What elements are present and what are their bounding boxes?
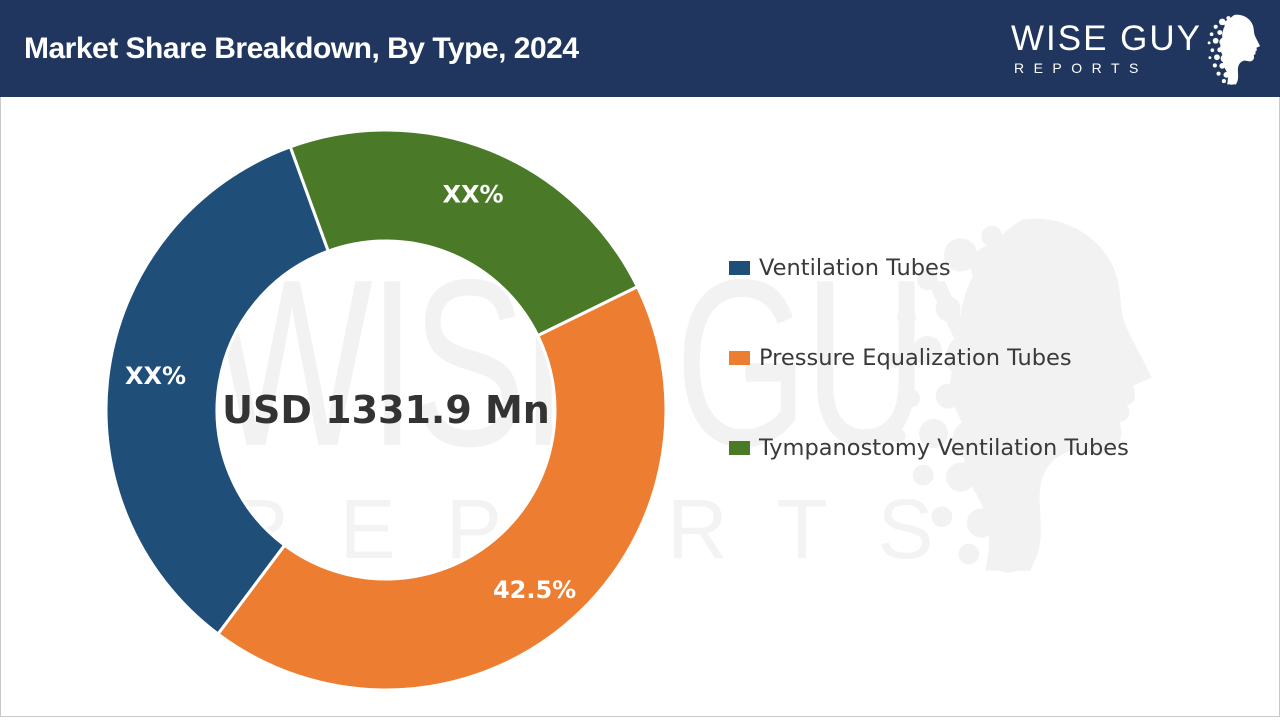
segment-percent-label: 42.5% <box>493 576 576 604</box>
logo-subtitle: REPORTS <box>1013 60 1148 76</box>
donut-segment-pressure-equalization-tubes <box>216 285 668 692</box>
legend-item: Ventilation Tubes <box>729 255 951 281</box>
chart-area: WISE GUY REPORTS XX%42.5%XX% USD 1331.9 … <box>0 97 1280 717</box>
logo-text: WISE GUY REPORTS <box>1011 21 1202 76</box>
legend-label: Ventilation Tubes <box>759 255 951 281</box>
chart-center-value: USD 1331.9 Mn <box>222 388 550 432</box>
logo-face-icon <box>1207 14 1261 85</box>
legend-label: Pressure Equalization Tubes <box>759 345 1072 371</box>
wiseguy-logo: WISE GUY REPORTS <box>1011 12 1266 86</box>
legend-label: Tympanostomy Ventilation Tubes <box>759 435 1129 461</box>
legend-swatch-orange <box>729 351 750 365</box>
donut-chart: XX% 42.5% XX% <box>104 128 668 692</box>
header-bar: Market Share Breakdown, By Type, 2024 WI… <box>0 0 1280 97</box>
page-title: Market Share Breakdown, By Type, 2024 <box>24 31 579 65</box>
segment-percent-label: XX% <box>125 362 186 390</box>
logo-wordmark: WISE GUY <box>1010 19 1202 58</box>
donut-segment-tympanostomy-ventilation-tubes <box>288 128 639 338</box>
legend-item: Tympanostomy Ventilation Tubes <box>729 435 1129 461</box>
segment-percent-label: XX% <box>443 180 504 208</box>
legend-swatch-blue <box>729 261 750 275</box>
legend-swatch-green <box>729 441 750 455</box>
donut-segment-ventilation-tubes <box>104 145 330 636</box>
legend-item: Pressure Equalization Tubes <box>729 345 1072 371</box>
